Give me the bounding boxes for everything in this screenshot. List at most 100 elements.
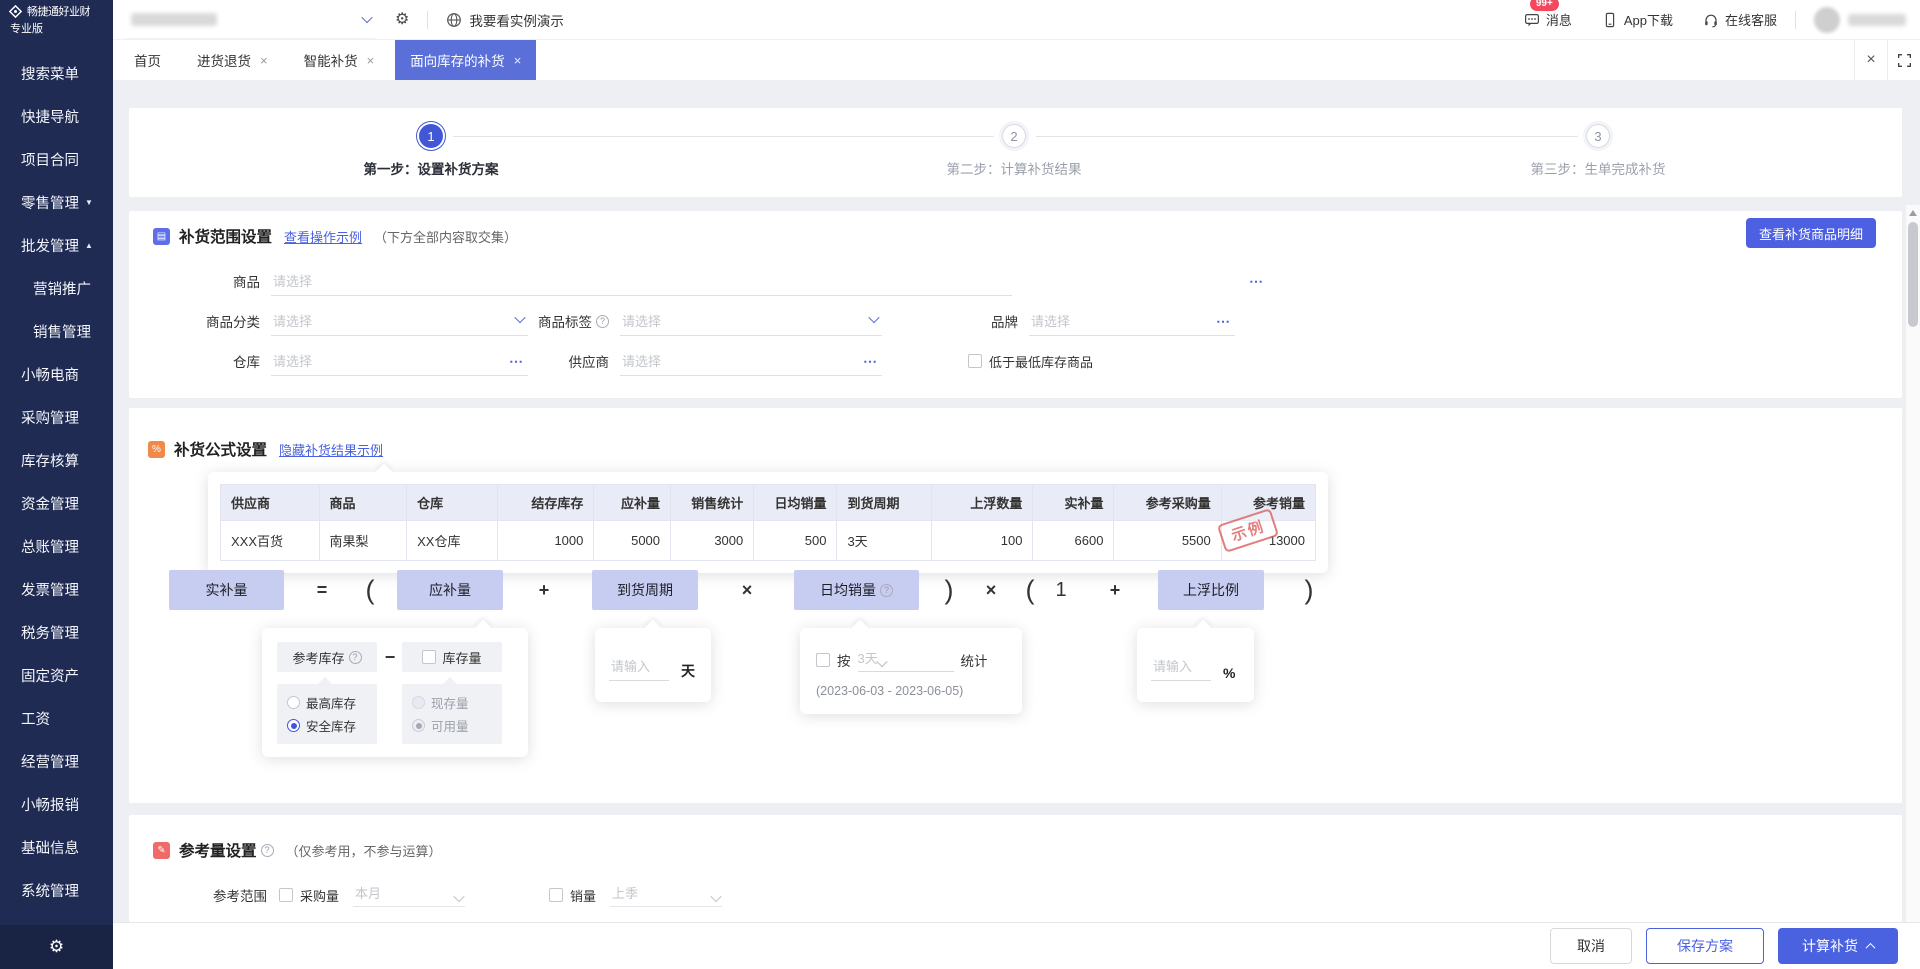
leadtime-input[interactable]: 请输入 (609, 654, 669, 681)
onhand-qty-option[interactable]: 现存量 (412, 692, 469, 713)
times-sign: × (741, 579, 753, 600)
save-plan-button[interactable]: 保存方案 (1646, 928, 1764, 964)
tab-smart-replenish[interactable]: 智能补货 × (303, 52, 375, 70)
gear-icon[interactable]: ⚙ (395, 10, 410, 28)
avatar[interactable] (1814, 6, 1840, 33)
leadtime-input-panel: 请输入 天 (595, 619, 711, 702)
close-icon[interactable]: × (260, 52, 268, 68)
reference-stock-options: 最高库存 安全库存 (277, 684, 377, 744)
brand-name: 畅捷通好业财 (27, 6, 91, 18)
more-options-icon[interactable]: ⋯ (1249, 273, 1263, 289)
scrollbar-thumb[interactable] (1908, 222, 1918, 327)
stock-qty-options: 现存量 可用量 (402, 684, 502, 744)
available-qty-option[interactable]: 可用量 (412, 715, 469, 736)
more-options-icon[interactable]: ⋯ (1216, 312, 1231, 329)
sidebar-item-sales-mgmt[interactable]: 销售管理 (33, 325, 91, 341)
brand-input[interactable]: 请选择 ⋯ (1029, 306, 1235, 336)
sidebar-item-purchasing[interactable]: 采购管理 (21, 411, 79, 427)
sidebar-item-operations[interactable]: 经营管理 (21, 755, 79, 771)
stock-qty-box: 库存量 (402, 642, 502, 672)
more-options-icon[interactable]: ⋯ (863, 352, 878, 369)
app-download-button[interactable]: App下载 (1602, 10, 1673, 29)
tab-home[interactable]: 首页 (134, 54, 161, 69)
sidebar-item-ecommerce[interactable]: 小畅电商 (21, 368, 79, 384)
step-1-label: 第一步：设置补货方案 (363, 162, 499, 177)
sidebar-item-marketing[interactable]: 营销推广 (33, 282, 91, 298)
step-connector (453, 136, 994, 137)
step-2-label: 第二步：计算补货结果 (946, 162, 1082, 177)
view-replenish-detail-button[interactable]: 查看补货商品明细 (1745, 218, 1876, 248)
formula-demand-box[interactable]: 应补量 (397, 570, 503, 610)
sidebar-item-invoice[interactable]: 发票管理 (21, 583, 79, 599)
sidebar-item-tax[interactable]: 税务管理 (21, 626, 79, 642)
sales-period-select[interactable]: 上季 (610, 883, 723, 907)
sidebar-item-basic-info[interactable]: 基础信息 (21, 841, 79, 857)
company-select[interactable] (125, 0, 375, 39)
sidebar-item-system[interactable]: 系统管理 (21, 884, 79, 900)
chat-bubble-icon (1524, 12, 1540, 28)
demo-link[interactable]: 我要看实例演示 (446, 10, 564, 30)
sidebar-item-expense[interactable]: 小畅报销 (21, 798, 79, 814)
fullscreen-icon[interactable] (1887, 40, 1920, 80)
online-service-button[interactable]: 在线客服 (1703, 10, 1777, 29)
hide-result-example-link[interactable]: 隐藏补货结果示例 (279, 442, 384, 458)
formula-result-box[interactable]: 实补量 (169, 570, 284, 610)
sidebar-item-fixed-assets[interactable]: 固定资产 (21, 669, 79, 685)
tag-select[interactable]: 请选择 (620, 306, 882, 336)
messages-badge: 99+ (1529, 0, 1559, 11)
chevron-down-icon (453, 890, 465, 903)
calculate-replenish-button[interactable]: 计算补货 (1778, 928, 1898, 964)
sidebar-item-quick-nav[interactable]: 快捷导航 (21, 110, 79, 126)
step-2-circle: 2 (1002, 124, 1026, 148)
close-all-tabs-icon[interactable]: × (1854, 40, 1887, 80)
scope-section-icon: ▤ (153, 227, 170, 245)
company-name-redacted (131, 12, 217, 26)
sidebar-item-retail[interactable]: 零售管理 ▼ (21, 196, 93, 212)
purchase-qty-checkbox[interactable] (279, 888, 293, 902)
safety-stock-option[interactable]: 安全库存 (287, 715, 356, 736)
messages-button[interactable]: 99+ 消息 (1524, 0, 1572, 29)
supplier-input[interactable]: 请选择 ⋯ (620, 346, 882, 376)
cancel-button[interactable]: 取消 (1550, 928, 1632, 964)
close-icon[interactable]: × (513, 52, 522, 68)
sidebar-item-payroll[interactable]: 工资 (21, 712, 50, 728)
sidebar-item-general-ledger[interactable]: 总账管理 (21, 540, 79, 556)
tab-stock-replenish[interactable]: 面向库存的补货 × (395, 40, 537, 80)
product-input[interactable]: 请选择 (271, 266, 1012, 296)
tab-purchase-returns[interactable]: 进货退货 × (197, 52, 268, 70)
markup-ratio-input-panel: 请输入 % (1137, 619, 1254, 702)
ratio-input[interactable]: 请输入 (1151, 654, 1211, 681)
reference-stock-box[interactable]: 参考库存? (277, 642, 377, 672)
radio-icon[interactable] (287, 696, 300, 709)
sidebar-item-wholesale[interactable]: 批发管理 ▲ (21, 239, 93, 255)
help-icon: ? (880, 583, 893, 597)
warehouse-label: 仓库 (233, 355, 260, 370)
formula-leadtime-box[interactable]: 到货周期 (592, 570, 698, 610)
radio-disabled-selected-icon (412, 719, 425, 732)
formula-markup-ratio-box[interactable]: 上浮比例 (1158, 570, 1264, 610)
radio-selected-icon[interactable] (287, 719, 300, 732)
close-icon[interactable]: × (366, 52, 375, 68)
chevron-down-icon (361, 11, 373, 24)
product-label: 商品 (233, 275, 260, 290)
reference-qty-section: ✎ 参考量设置 ? （仅参考用，不参与运算） 参考范围 采购量 本月 销量 上季 (129, 815, 1902, 922)
category-select[interactable]: 请选择 (271, 306, 528, 336)
scroll-up-arrow-icon[interactable] (1909, 210, 1917, 216)
sidebar-item-inventory-accounting[interactable]: 库存核算 (21, 454, 79, 470)
stock-qty-checkbox[interactable] (422, 650, 437, 664)
view-example-link[interactable]: 查看操作示例 (284, 229, 363, 245)
more-options-icon[interactable]: ⋯ (509, 352, 524, 369)
sidebar-item-search-menu[interactable]: 搜索菜单 (21, 67, 79, 83)
sales-qty-checkbox[interactable] (549, 888, 564, 902)
sidebar-item-funds[interactable]: 资金管理 (21, 497, 79, 513)
daily-stat-checkbox[interactable] (816, 653, 830, 667)
formula-daily-sales-box[interactable]: 日均销量? (794, 570, 919, 610)
period-select[interactable]: 3天 (857, 648, 954, 672)
sidebar-item-project-contract[interactable]: 项目合同 (21, 153, 79, 169)
purchase-period-select[interactable]: 本月 (353, 883, 466, 907)
low-stock-checkbox[interactable] (968, 354, 982, 368)
warehouse-input[interactable]: 请选择 ⋯ (271, 346, 528, 376)
open-paren: ( (365, 574, 375, 605)
sidebar-settings-gear-icon[interactable]: ⚙ (0, 925, 113, 969)
max-stock-option[interactable]: 最高库存 (287, 692, 356, 713)
